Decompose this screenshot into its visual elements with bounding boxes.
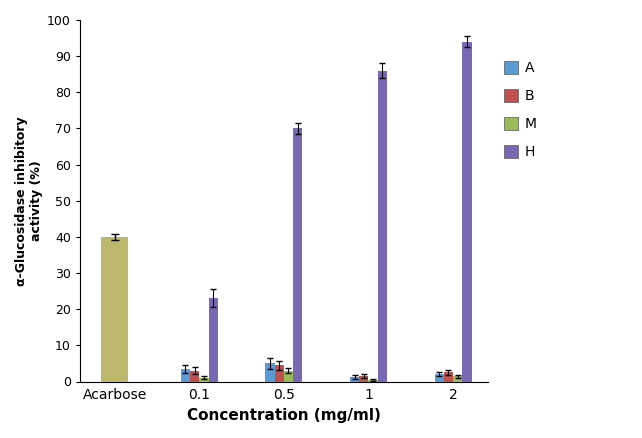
Bar: [377, 71, 387, 381]
Bar: [462, 42, 471, 381]
Bar: [350, 377, 360, 381]
Y-axis label: α-Glucosidase inhibitory
activity (%): α-Glucosidase inhibitory activity (%): [15, 116, 43, 286]
Bar: [435, 374, 444, 381]
Bar: [453, 376, 462, 381]
Bar: [199, 378, 209, 381]
Bar: [444, 372, 453, 381]
Bar: [284, 371, 293, 381]
Bar: [265, 364, 275, 381]
Legend: A, B, M, H: A, B, M, H: [499, 56, 542, 165]
Bar: [190, 371, 199, 381]
Bar: [275, 365, 284, 381]
Bar: [101, 237, 128, 381]
Bar: [369, 380, 377, 381]
X-axis label: Concentration (mg/ml): Concentration (mg/ml): [187, 408, 381, 423]
Bar: [293, 128, 302, 381]
Bar: [209, 298, 218, 381]
Bar: [360, 376, 369, 381]
Bar: [181, 369, 190, 381]
